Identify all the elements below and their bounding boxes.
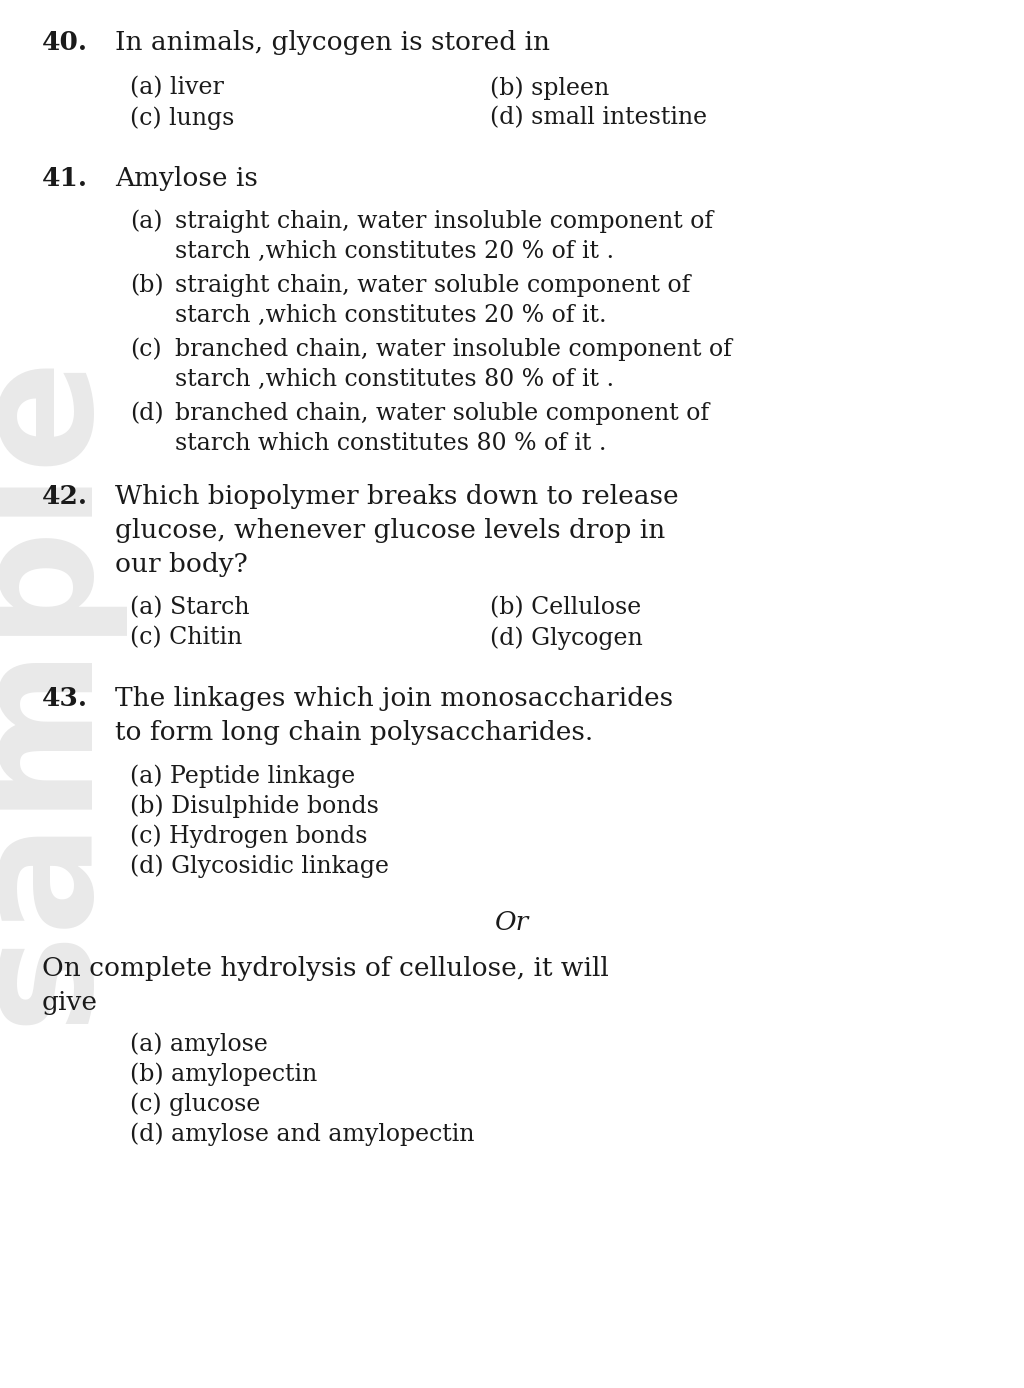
Text: (b): (b)	[130, 273, 164, 297]
Text: our body?: our body?	[115, 552, 248, 577]
Text: (c): (c)	[130, 339, 162, 361]
Text: The linkages which join monosaccharides: The linkages which join monosaccharides	[115, 686, 673, 711]
Text: (c) Chitin: (c) Chitin	[130, 626, 243, 650]
Text: (b) spleen: (b) spleen	[490, 76, 609, 100]
Text: (b) amylopectin: (b) amylopectin	[130, 1062, 317, 1085]
Text: (c) lungs: (c) lungs	[130, 105, 234, 129]
Text: 40.: 40.	[42, 31, 88, 56]
Text: (d) small intestine: (d) small intestine	[490, 105, 708, 129]
Text: (a) Peptide linkage: (a) Peptide linkage	[130, 763, 355, 787]
Text: sample: sample	[0, 351, 120, 1026]
Text: (a) liver: (a) liver	[130, 76, 224, 99]
Text: starch ,which constitutes 20 % of it .: starch ,which constitutes 20 % of it .	[175, 240, 614, 262]
Text: On complete hydrolysis of cellulose, it will: On complete hydrolysis of cellulose, it …	[42, 956, 608, 981]
Text: (d): (d)	[130, 403, 164, 425]
Text: to form long chain polysaccharides.: to form long chain polysaccharides.	[115, 720, 593, 745]
Text: straight chain, water insoluble component of: straight chain, water insoluble componen…	[175, 210, 713, 233]
Text: (a) Starch: (a) Starch	[130, 595, 250, 619]
Text: 42.: 42.	[42, 484, 88, 509]
Text: branched chain, water soluble component of: branched chain, water soluble component …	[175, 403, 710, 425]
Text: (d) Glycogen: (d) Glycogen	[490, 626, 643, 650]
Text: give: give	[42, 990, 98, 1015]
Text: Or: Or	[495, 911, 529, 936]
Text: (a) amylose: (a) amylose	[130, 1033, 268, 1055]
Text: (c) Hydrogen bonds: (c) Hydrogen bonds	[130, 824, 368, 848]
Text: starch which constitutes 80 % of it .: starch which constitutes 80 % of it .	[175, 432, 606, 455]
Text: starch ,which constitutes 80 % of it .: starch ,which constitutes 80 % of it .	[175, 368, 614, 391]
Text: (a): (a)	[130, 210, 163, 233]
Text: branched chain, water insoluble component of: branched chain, water insoluble componen…	[175, 339, 732, 361]
Text: (d) amylose and amylopectin: (d) amylose and amylopectin	[130, 1122, 474, 1145]
Text: straight chain, water soluble component of: straight chain, water soluble component …	[175, 273, 690, 297]
Text: Which biopolymer breaks down to release: Which biopolymer breaks down to release	[115, 484, 679, 509]
Text: (d) Glycosidic linkage: (d) Glycosidic linkage	[130, 854, 389, 877]
Text: starch ,which constitutes 20 % of it.: starch ,which constitutes 20 % of it.	[175, 304, 606, 328]
Text: (b) Disulphide bonds: (b) Disulphide bonds	[130, 794, 379, 818]
Text: 43.: 43.	[42, 686, 88, 711]
Text: glucose, whenever glucose levels drop in: glucose, whenever glucose levels drop in	[115, 518, 666, 543]
Text: Amylose is: Amylose is	[115, 167, 258, 192]
Text: (b) Cellulose: (b) Cellulose	[490, 595, 641, 619]
Text: 41.: 41.	[42, 167, 88, 192]
Text: In animals, glycogen is stored in: In animals, glycogen is stored in	[115, 31, 550, 56]
Text: (c) glucose: (c) glucose	[130, 1092, 260, 1116]
